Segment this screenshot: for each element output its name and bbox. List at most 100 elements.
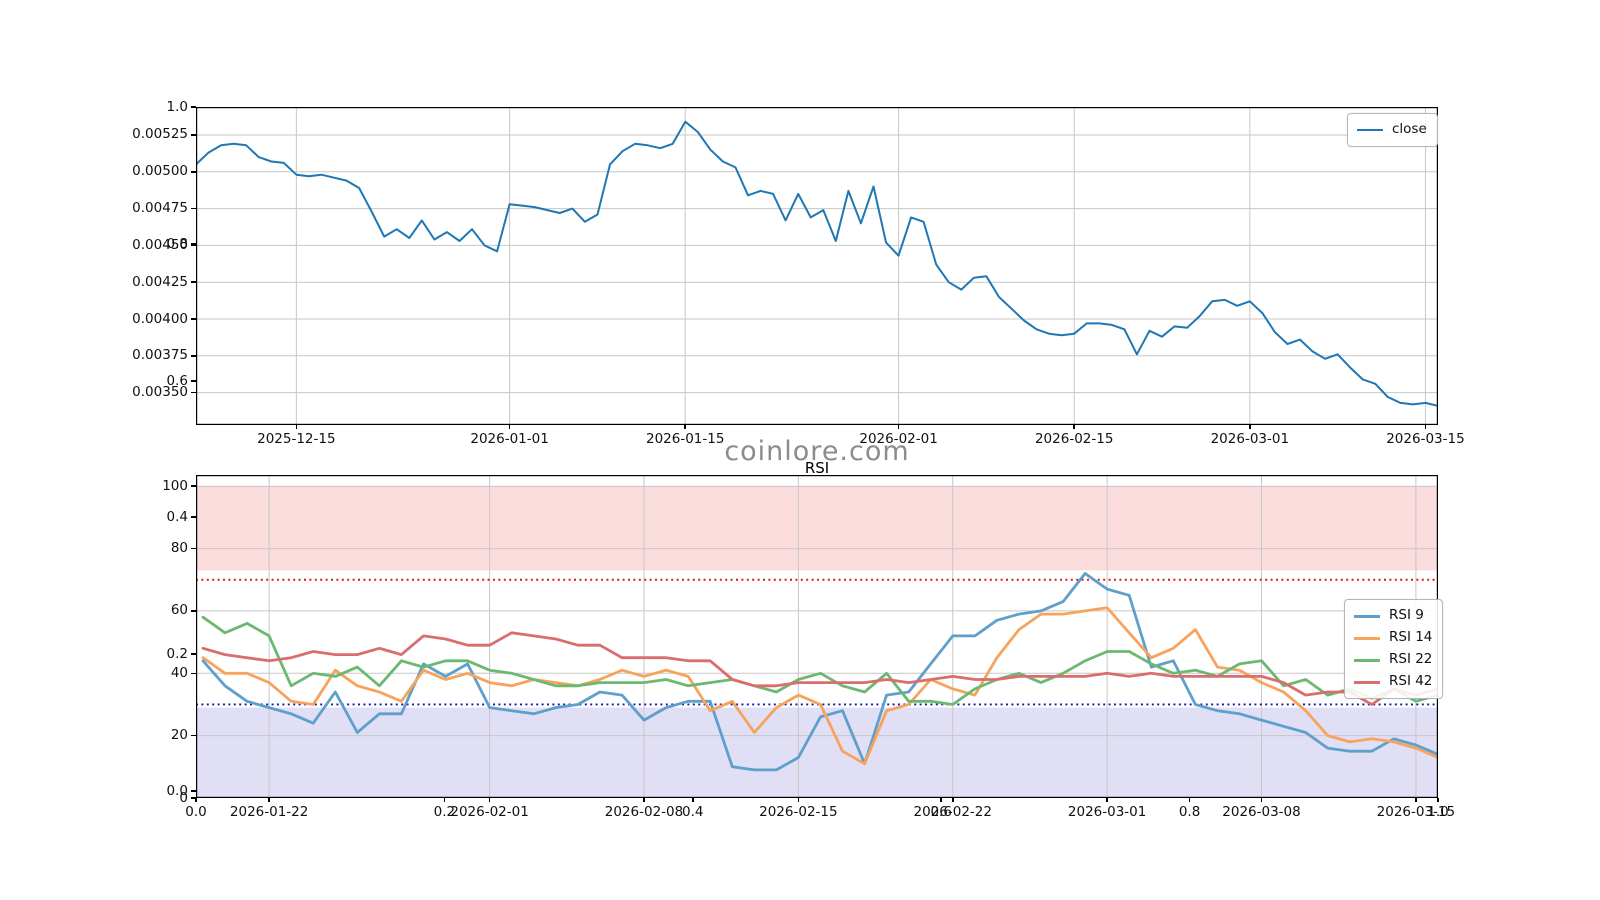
legend-label: RSI 14: [1389, 629, 1433, 646]
y-tick-mark: [191, 547, 196, 550]
y-tick-mark: [191, 281, 196, 283]
overlay-y-tick-mark: [191, 516, 196, 518]
overlay-x-tick-mark: [940, 798, 942, 802]
overlay-x-tick-label: 0.6: [930, 804, 952, 820]
rsi-x-tick-label: 2026-02-15: [759, 804, 838, 820]
price-x-tick-label: 2026-02-15: [1034, 431, 1114, 447]
rsi-legend: RSI 9 RSI 14 RSI 22 RSI 42: [1344, 599, 1444, 699]
overlay-x-tick-label: 0.0: [185, 804, 207, 820]
x-tick-mark: [508, 425, 511, 429]
overlay-x-tick-label: 1.0: [1427, 804, 1449, 820]
overbought-zone: [196, 486, 1438, 571]
y-tick-mark: [191, 610, 196, 612]
rsi-x-tick-label: 2026-01-22: [229, 804, 309, 820]
price-x-tick-label: 2026-01-15: [645, 431, 725, 447]
y-tick-mark: [191, 207, 196, 210]
overlay-y-tick-mark: [191, 106, 196, 108]
y-tick-mark: [191, 485, 196, 487]
price-x-tick-label: 2026-01-01: [470, 431, 549, 447]
price-x-tick-label: 2025-12-15: [257, 431, 336, 447]
overlay-x-tick-label: 0.2: [433, 804, 456, 820]
overlay-y-tick-label: 0.6: [166, 372, 188, 389]
overlay-x-tick-mark: [195, 798, 197, 802]
price-x-tick-label: 2026-02-01: [859, 431, 938, 447]
price-y-tick-label: 0.00475: [132, 200, 188, 217]
overlay-x-tick-mark: [1188, 798, 1191, 802]
x-tick-mark: [1073, 425, 1075, 429]
series-close: [196, 120, 1438, 407]
y-tick-mark: [191, 355, 196, 357]
rsi-y-tick-label: 0: [179, 789, 188, 806]
legend-entry: RSI 14: [1354, 627, 1432, 649]
rsi-x-tick-label: 2026-02-01: [450, 804, 529, 820]
x-tick-mark: [295, 425, 298, 429]
x-tick-mark: [797, 798, 800, 802]
overlay-y-tick-mark: [191, 380, 196, 382]
legend-line-sample: [1354, 658, 1380, 662]
price-x-tick-label: 2026-03-01: [1210, 431, 1290, 447]
rsi-plot-area: [196, 475, 1438, 798]
legend-label: RSI 42: [1389, 673, 1433, 690]
series-rsi-9: [201, 572, 1438, 772]
x-tick-mark: [952, 798, 954, 802]
y-tick-mark: [191, 171, 196, 173]
price-y-tick-label: 0.00500: [132, 163, 188, 180]
x-tick-mark: [1415, 798, 1417, 802]
legend-label: close: [1392, 121, 1427, 138]
y-tick-mark: [191, 672, 196, 675]
legend-line-sample: [1357, 129, 1383, 131]
rsi-y-tick-label: 80: [170, 540, 188, 557]
overlay-x-tick-mark: [1437, 798, 1439, 802]
series-rsi-42: [201, 631, 1438, 706]
price-y-tick-label: 0.00450: [132, 236, 188, 253]
price-y-tick-label: 0.00350: [132, 384, 188, 401]
overlay-y-tick-label: 0.4: [166, 508, 188, 525]
rsi-y-tick-label: 20: [170, 727, 188, 744]
x-tick-mark: [643, 798, 645, 802]
x-tick-mark: [1106, 798, 1108, 802]
legend-line-sample: [1354, 680, 1380, 684]
price-y-tick-label: 0.00525: [132, 126, 188, 143]
watermark-text: coinlore.com: [724, 436, 910, 467]
y-tick-mark: [191, 244, 196, 247]
x-tick-mark: [1260, 798, 1263, 802]
y-tick-mark: [191, 734, 196, 737]
rsi-y-tick-label: 40: [170, 664, 188, 681]
x-tick-mark: [1424, 425, 1427, 429]
legend-label: RSI 22: [1389, 651, 1433, 668]
rsi-y-tick-label: 100: [162, 477, 188, 494]
y-tick-mark: [191, 797, 196, 799]
legend-entry: RSI 9: [1354, 605, 1432, 627]
y-tick-mark: [191, 134, 196, 136]
rsi-y-tick-label: 60: [170, 602, 188, 619]
price-y-tick-label: 0.00400: [132, 310, 188, 327]
overlay-x-tick-mark: [692, 798, 694, 802]
overlay-y-tick-mark: [191, 243, 196, 245]
overlay-x-tick-label: 0.4: [682, 804, 704, 820]
overlay-x-tick-mark: [443, 798, 446, 802]
price-y-tick-label: 0.00425: [132, 273, 188, 290]
rsi-x-tick-label: 2026-02-08: [604, 804, 684, 820]
rsi-x-tick-label: 2026-02-22: [913, 804, 992, 820]
legend-entry: close: [1357, 119, 1427, 141]
overlay-y-tick-label: 0.8: [166, 235, 188, 252]
x-tick-mark: [268, 798, 270, 802]
price-y-tick-label: 0.00375: [132, 347, 188, 364]
overlay-y-tick-label: 0.2: [166, 645, 188, 662]
legend-entry: RSI 42: [1354, 671, 1432, 693]
legend-entry: RSI 22: [1354, 649, 1432, 671]
rsi-x-tick-label: 2026-03-15: [1376, 804, 1456, 820]
x-tick-mark: [684, 425, 686, 429]
price-legend: close: [1347, 113, 1438, 147]
overlay-y-tick-label: 1.0: [166, 98, 188, 115]
overlay-y-tick-mark: [191, 790, 196, 792]
x-tick-mark: [488, 798, 491, 802]
rsi-x-tick-label: 2026-03-01: [1067, 804, 1147, 820]
legend-line-sample: [1354, 636, 1380, 640]
series-rsi-22: [201, 615, 1438, 706]
price-plot-area: [196, 107, 1438, 425]
y-tick-mark: [191, 391, 196, 394]
x-tick-mark: [1249, 425, 1251, 429]
legend-line-sample: [1354, 614, 1380, 618]
